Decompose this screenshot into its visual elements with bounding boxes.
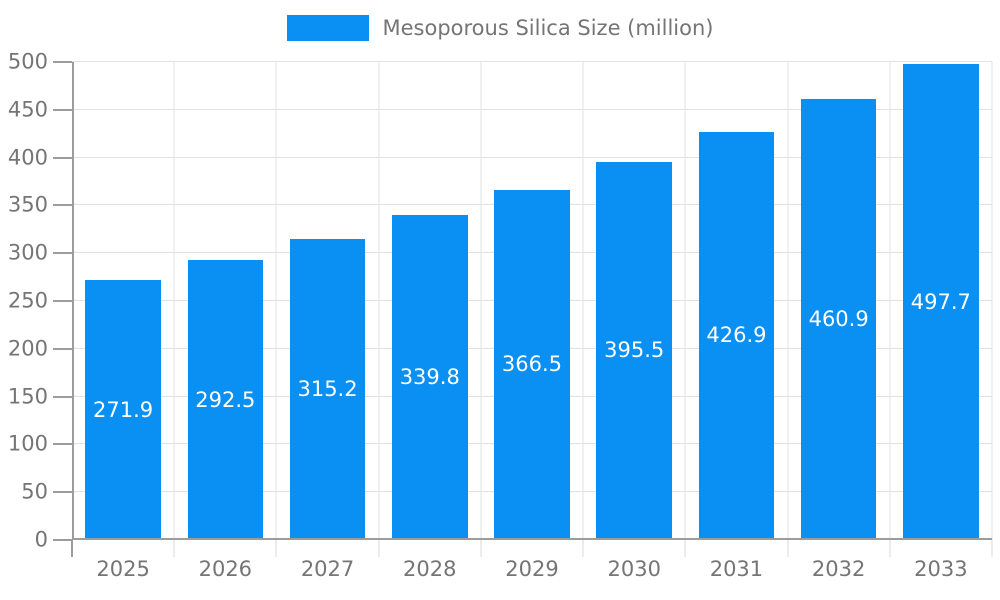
bar-column: 497.7 — [890, 62, 992, 540]
y-tick-label: 150 — [7, 384, 48, 409]
x-tick — [991, 540, 993, 557]
y-tick — [53, 395, 72, 398]
y-tick-label: 450 — [7, 97, 48, 122]
y-tick — [53, 347, 72, 350]
y-tick-label: 50 — [21, 479, 48, 504]
y-tick — [53, 252, 72, 255]
y-tick — [53, 443, 72, 446]
bar-value-label: 339.8 — [399, 365, 460, 390]
x-tick — [378, 540, 380, 557]
x-tick — [71, 540, 73, 557]
y-tick-label: 200 — [7, 336, 48, 361]
x-tick-label: 2025 — [96, 557, 150, 581]
x-gridline — [787, 62, 789, 540]
x-tick-label: 2032 — [811, 557, 866, 581]
bar-2031[interactable]: 426.9 — [698, 131, 775, 540]
x-tick — [889, 540, 891, 557]
bar-column: 271.9 — [72, 62, 174, 540]
x-gridline — [991, 62, 993, 540]
y-tick — [53, 61, 72, 63]
y-tick-label: 400 — [7, 145, 48, 170]
x-gridline — [889, 62, 891, 540]
x-tick-label: 2027 — [300, 557, 355, 581]
bar-value-label: 426.9 — [706, 323, 767, 348]
x-tick-label: 2033 — [914, 557, 968, 581]
plot-area: 0 50 100 150 200 250 300 350 400 450 500 271.9 2025 2… — [8, 51, 993, 581]
y-tick-label: 250 — [7, 288, 48, 313]
bar-value-label: 460.9 — [808, 307, 869, 332]
x-tick-label: 2031 — [709, 557, 764, 581]
bar-column: 366.5 — [481, 62, 583, 540]
bar-2029[interactable]: 366.5 — [494, 189, 570, 540]
bar-column: 339.8 — [379, 62, 481, 540]
x-tick — [173, 540, 175, 557]
bar-column: 426.9 — [685, 62, 787, 540]
bar-column: 395.5 — [583, 62, 685, 540]
bar-2033[interactable]: 497.7 — [903, 64, 979, 540]
y-tick — [53, 539, 72, 541]
y-gridline — [72, 108, 992, 110]
y-tick-label: 300 — [7, 240, 48, 265]
x-gridline — [684, 62, 686, 540]
x-gridline — [173, 62, 175, 540]
x-tick — [480, 540, 482, 557]
x-tick-label: 2030 — [607, 557, 661, 581]
y-gridline — [72, 61, 992, 62]
bar-2027[interactable]: 315.2 — [289, 238, 366, 540]
x-gridline — [480, 62, 482, 540]
x-tick — [684, 540, 686, 557]
bar-2032[interactable]: 460.9 — [800, 99, 877, 540]
x-tick — [275, 540, 277, 557]
bar-2025[interactable]: 271.9 — [85, 280, 161, 540]
bar-column: 315.2 — [276, 62, 378, 540]
y-tick — [53, 300, 72, 302]
y-tick — [53, 156, 72, 159]
x-tick-label: 2026 — [198, 557, 253, 581]
y-tick — [53, 108, 72, 111]
legend: Mesoporous Silica Size (million) — [0, 15, 1000, 41]
y-axis-line — [72, 62, 74, 540]
x-tick-label: 2028 — [403, 557, 457, 581]
bar-value-label: 292.5 — [195, 387, 256, 412]
y-tick — [53, 204, 72, 207]
y-tick-label: 500 — [7, 49, 48, 74]
x-gridline — [582, 62, 584, 540]
x-gridline — [378, 62, 380, 540]
legend-color-swatch — [286, 15, 369, 41]
y-tick — [53, 491, 72, 494]
bar-value-label: 271.9 — [93, 397, 154, 422]
bar-2028[interactable]: 339.8 — [391, 215, 468, 540]
legend-label: Mesoporous Silica Size (million) — [382, 16, 714, 40]
y-tick-label: 100 — [7, 431, 48, 456]
bar-2026[interactable]: 292.5 — [187, 260, 264, 540]
x-axis-line — [72, 538, 992, 540]
bar-value-label: 315.2 — [297, 376, 358, 401]
bar-column: 292.5 — [174, 62, 276, 540]
bar-column: 460.9 — [788, 62, 890, 540]
y-tick-label: 0 — [34, 527, 48, 552]
legend-item[interactable]: Mesoporous Silica Size (million) — [286, 15, 714, 41]
x-gridline — [275, 62, 277, 540]
bar-value-label: 395.5 — [604, 338, 665, 363]
y-gridline — [72, 156, 992, 158]
x-tick — [582, 540, 584, 557]
y-tick-label: 350 — [7, 192, 48, 217]
x-tick-label: 2029 — [505, 557, 559, 581]
x-tick — [787, 540, 789, 557]
bar-value-label: 497.7 — [910, 289, 971, 314]
bar-value-label: 366.5 — [501, 352, 563, 377]
bar-2030[interactable]: 395.5 — [596, 161, 673, 540]
